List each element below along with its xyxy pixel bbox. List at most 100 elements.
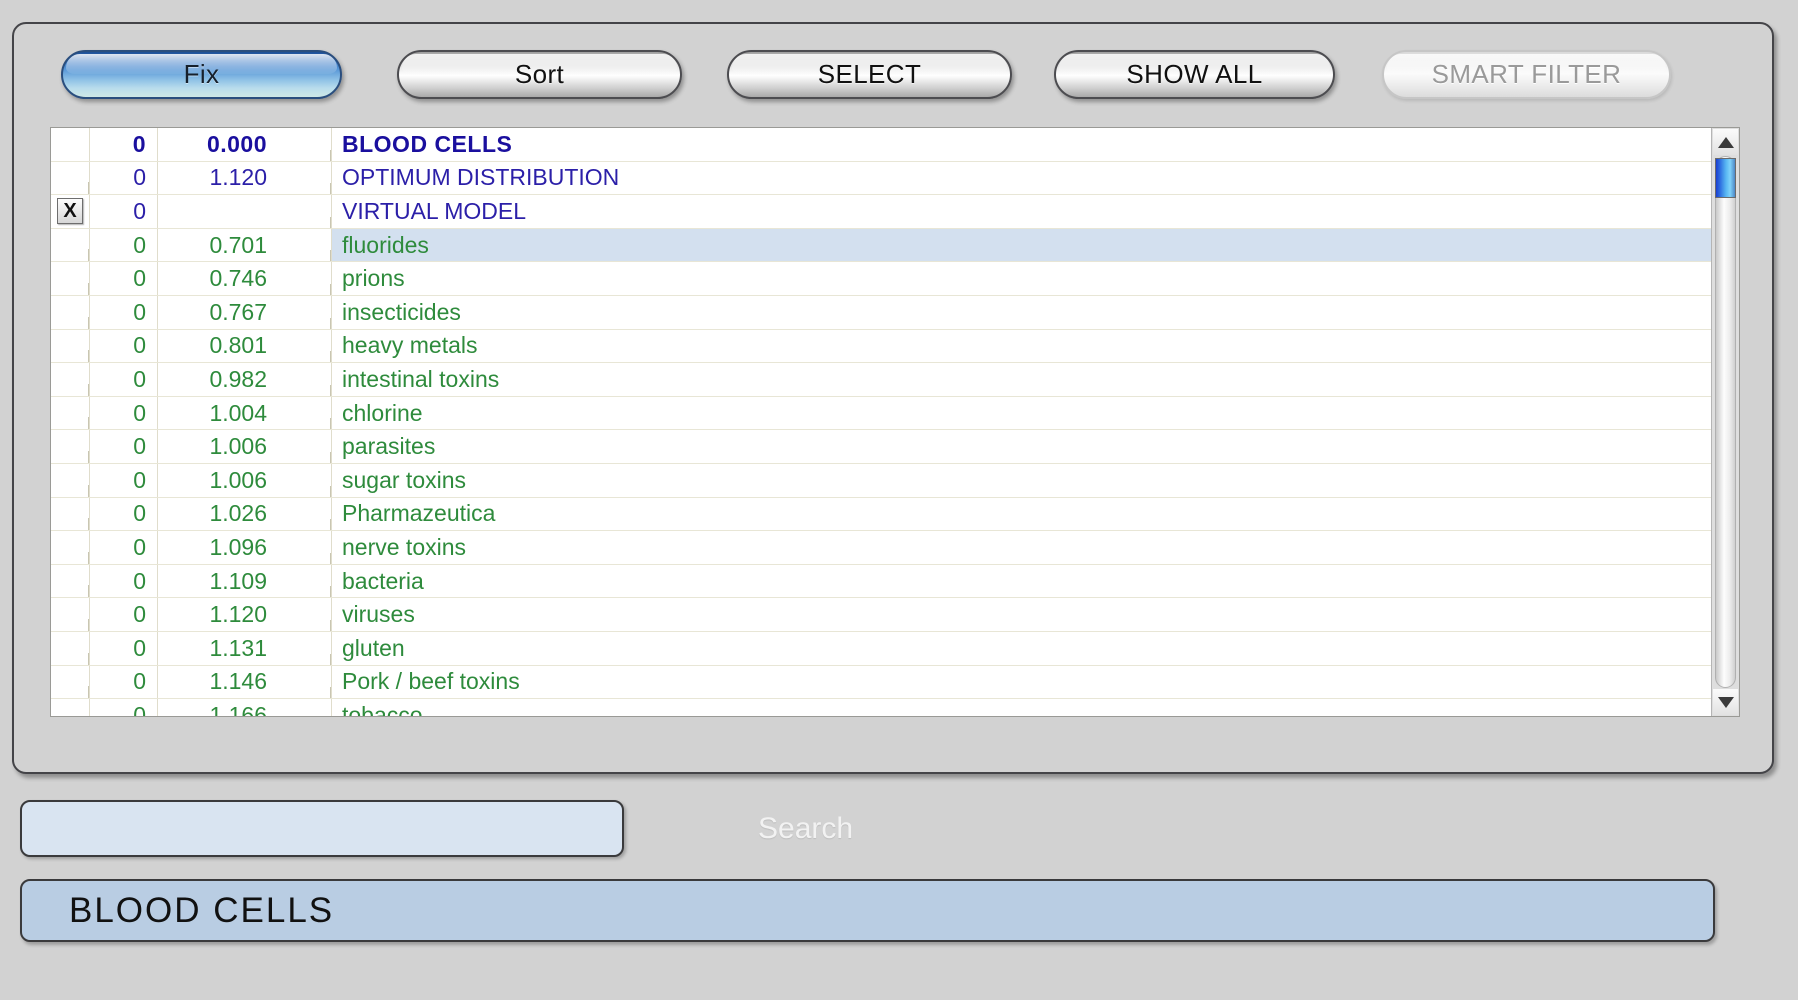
row-value-cell: 0.701 <box>158 228 332 262</box>
row-count-value: 0 <box>133 298 146 325</box>
row-name: BLOOD CELLS <box>342 130 513 157</box>
table-row[interactable]: 0 1.120 viruses <box>51 598 1711 632</box>
row-name-cell[interactable]: nerve toxins <box>332 531 1711 564</box>
row-value-cell: 1.109 <box>158 564 332 598</box>
row-action-cell <box>51 699 90 716</box>
smart-filter-button: SMART FILTER <box>1382 50 1671 99</box>
row-name: Pork / beef toxins <box>342 668 520 695</box>
sort-button[interactable]: Sort <box>397 50 682 99</box>
table-row[interactable]: 0 1.026 Pharmazeutica <box>51 497 1711 532</box>
row-count-value: 0 <box>132 130 146 157</box>
triangle-up-glyph <box>1717 136 1734 148</box>
row-name-cell[interactable]: sugar toxins <box>332 464 1711 497</box>
scrollbar-track[interactable] <box>1715 156 1736 688</box>
row-value: 0.000 <box>206 130 267 157</box>
table-row[interactable]: 0 1.109 bacteria <box>51 564 1711 599</box>
row-action-cell[interactable]: X <box>51 195 90 228</box>
row-action-cell <box>51 228 90 262</box>
row-value: 0.746 <box>209 265 267 292</box>
scrollbar-thumb[interactable] <box>1715 158 1736 198</box>
row-count-value: 0 <box>133 701 146 716</box>
row-action-cell <box>51 463 90 497</box>
row-name-cell[interactable]: bacteria <box>332 565 1711 598</box>
vertical-scrollbar[interactable] <box>1711 128 1739 716</box>
row-name-cell[interactable]: OPTIMUM DISTRIBUTION <box>332 162 1711 195</box>
row-count-cell: 0 <box>90 531 158 564</box>
table-row[interactable]: 0 0.746 prions <box>51 262 1711 296</box>
row-action-cell <box>51 329 90 363</box>
row-count-value: 0 <box>133 466 146 493</box>
table-row[interactable]: X 0 VIRTUAL MODEL <box>51 195 1711 229</box>
row-name-cell[interactable]: gluten <box>332 632 1711 665</box>
row-name-cell[interactable]: viruses <box>332 598 1711 631</box>
row-value-cell: 0.801 <box>158 329 332 363</box>
table-row[interactable]: 0 1.120 OPTIMUM DISTRIBUTION <box>51 161 1711 196</box>
row-name-cell[interactable]: Pork / beef toxins <box>332 666 1711 699</box>
row-name-cell[interactable]: parasites <box>332 430 1711 463</box>
row-value-cell: 1.006 <box>158 430 332 463</box>
row-count-cell: 0 <box>90 463 158 497</box>
row-count-cell: 0 <box>90 195 158 228</box>
row-count-value: 0 <box>133 634 146 661</box>
select-button[interactable]: SELECT <box>727 50 1012 99</box>
row-action-cell <box>51 564 90 598</box>
show-all-button[interactable]: SHOW ALL <box>1054 50 1335 99</box>
row-count-cell: 0 <box>90 161 158 195</box>
table-row[interactable]: 0 0.801 heavy metals <box>51 329 1711 364</box>
table-row[interactable]: 0 1.146 Pork / beef toxins <box>51 665 1711 700</box>
row-value-cell: 1.026 <box>158 497 332 531</box>
row-value: 1.006 <box>209 466 267 493</box>
close-icon[interactable]: X <box>57 198 83 225</box>
search-input[interactable] <box>20 800 624 857</box>
row-value: 1.004 <box>209 399 267 426</box>
table-row[interactable]: 0 1.004 chlorine <box>51 396 1711 431</box>
row-count-value: 0 <box>133 601 146 628</box>
search-label: Search <box>758 812 854 845</box>
row-name-cell[interactable]: tobacco <box>332 699 1711 716</box>
row-name-cell[interactable]: chlorine <box>332 397 1711 430</box>
row-value-cell: 0.000 <box>158 128 332 161</box>
smart-filter-button-label: SMART FILTER <box>1431 59 1622 89</box>
row-action-cell <box>51 598 90 631</box>
table-row[interactable]: 0 1.006 sugar toxins <box>51 463 1711 498</box>
row-name: insecticides <box>342 298 461 325</box>
row-value: 1.120 <box>209 601 267 628</box>
row-count-cell: 0 <box>90 699 158 716</box>
table-row[interactable]: 0 1.096 nerve toxins <box>51 531 1711 565</box>
row-name-cell[interactable]: Pharmazeutica <box>332 498 1711 531</box>
row-count-value: 0 <box>133 365 146 392</box>
row-count-value: 0 <box>133 197 146 224</box>
row-name: heavy metals <box>342 332 478 359</box>
table-row[interactable]: 0 0.767 insecticides <box>51 295 1711 330</box>
row-name-cell[interactable]: prions <box>332 262 1711 295</box>
fix-button[interactable]: Fix <box>61 50 342 99</box>
row-count-value: 0 <box>133 567 146 594</box>
row-value-cell: 1.131 <box>158 631 332 665</box>
row-name: tobacco <box>342 701 423 716</box>
row-count-value: 0 <box>133 164 146 191</box>
row-name-cell[interactable]: VIRTUAL MODEL <box>332 195 1711 228</box>
table-row[interactable]: 0 1.131 gluten <box>51 631 1711 666</box>
row-name-cell[interactable]: fluorides <box>332 228 1711 262</box>
row-action-cell <box>51 665 90 699</box>
row-action-cell <box>51 161 90 195</box>
row-value: 0.801 <box>209 332 267 359</box>
table-row[interactable]: 0 0.982 intestinal toxins <box>51 363 1711 397</box>
scroll-up-icon[interactable] <box>1713 129 1738 155</box>
row-name-cell[interactable]: BLOOD CELLS <box>332 128 1711 161</box>
table-row[interactable]: 0 1.166 tobacco <box>51 699 1711 716</box>
row-name-cell[interactable]: insecticides <box>332 296 1711 329</box>
row-name-cell[interactable]: heavy metals <box>332 330 1711 363</box>
row-count-cell: 0 <box>90 329 158 363</box>
scroll-down-icon[interactable] <box>1713 689 1738 715</box>
row-name-cell[interactable]: intestinal toxins <box>332 363 1711 396</box>
data-grid: 0 0.000 BLOOD CELLS 0 1.120 OPTIMUM DISTRIBUT… <box>50 127 1740 717</box>
table-row[interactable]: 0 0.000 BLOOD CELLS <box>51 128 1711 162</box>
row-count-cell: 0 <box>90 564 158 598</box>
table-row[interactable]: 0 1.006 parasites <box>51 430 1711 464</box>
table-row[interactable]: 0 0.701 fluorides <box>51 228 1711 263</box>
selected-title-bar[interactable]: BLOOD CELLS <box>20 879 1715 942</box>
row-count-value: 0 <box>133 399 146 426</box>
row-count-value: 0 <box>133 265 146 292</box>
